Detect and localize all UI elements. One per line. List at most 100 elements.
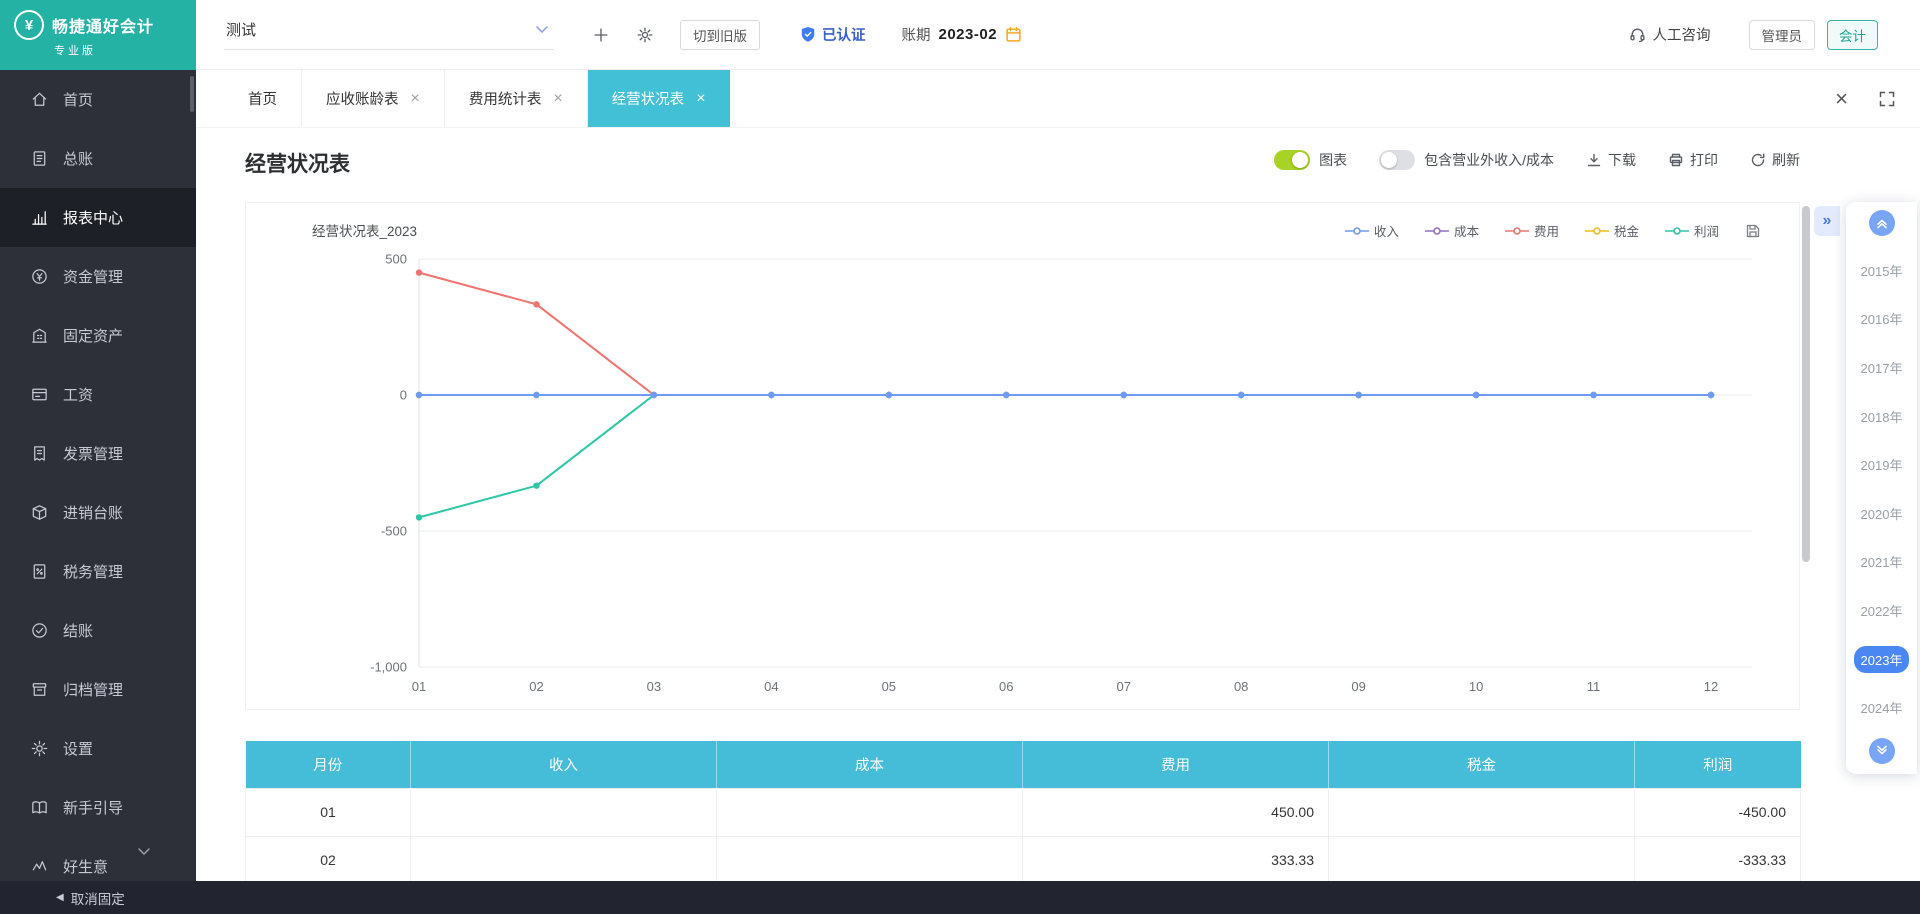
sidebar-item-report-center[interactable]: 报表中心 — [0, 188, 196, 247]
nonop-toggle-label: 包含营业外收入/成本 — [1424, 152, 1554, 168]
print-button[interactable]: 打印 — [1668, 150, 1718, 170]
add-account-set-icon[interactable] — [592, 26, 610, 44]
close-tabs-icon[interactable]: × — [1835, 85, 1848, 111]
collapse-icon: ◀ — [56, 892, 64, 903]
years-scroll-down-button[interactable] — [1868, 737, 1895, 764]
sidebar: ¥ 畅捷通好会计 专业版 首页 总账 报表中心 资金管理 固定资产 工资 发票管理 进销台账税… — [0, 0, 196, 914]
admin-button[interactable]: 管理员 — [1748, 19, 1815, 50]
year-item[interactable]: 2018年 — [1854, 392, 1910, 441]
year-item[interactable]: 2016年 — [1854, 295, 1910, 344]
tab-close-icon[interactable]: × — [696, 89, 706, 107]
chart-point-income — [1707, 391, 1715, 399]
tab-close-icon[interactable]: × — [553, 89, 563, 107]
year-selector-panel: 2015年 2016年 2017年 2018年 2019年 2020年 2021年 2022年… — [1846, 202, 1917, 774]
sidebar-item-fixed-assets[interactable]: 固定资产 — [0, 306, 196, 365]
unpin-button[interactable]: 取消固定 — [70, 891, 125, 907]
chart-point-income — [1590, 391, 1597, 399]
chart-point-profit — [415, 514, 423, 521]
table-cell: 333.33 — [1022, 835, 1329, 885]
switch-old-version-button[interactable]: 切到旧版 — [680, 19, 760, 50]
table-header-cell: 月份 — [245, 741, 411, 788]
closing-icon — [32, 623, 47, 638]
tab-close-icon[interactable]: × — [410, 89, 420, 107]
tab-operating-status[interactable]: 经营状况表 × — [587, 70, 730, 127]
sidebar-item-settings[interactable]: 设置 — [0, 719, 196, 778]
sidebar-item-label: 工资 — [63, 387, 94, 404]
year-label: 2015年 — [1860, 263, 1903, 279]
sidebar-item-label: 固定资产 — [63, 328, 124, 345]
report-table: 月份 收入 成本 费用 税金 利润 01 450.00 -450.00 02 333.33 -333… — [245, 741, 1801, 885]
accountant-role-button[interactable]: 会计 — [1827, 19, 1878, 50]
table-row: 02 333.33 -333.33 — [245, 835, 1801, 885]
save-chart-icon[interactable] — [1745, 223, 1761, 239]
sidebar-item-home[interactable]: 首页 — [0, 70, 196, 129]
chart-point-income — [415, 391, 423, 399]
sidebar-item-invoice[interactable]: 发票管理 — [0, 424, 196, 483]
sidebar-item-label: 归档管理 — [63, 682, 124, 699]
promo-icon — [32, 861, 47, 871]
account-select[interactable]: 测试 — [224, 19, 554, 50]
year-label: 2019年 — [1860, 458, 1903, 474]
sidebar-item-label: 资金管理 — [63, 269, 124, 286]
years-panel-expand-button[interactable]: » — [1814, 206, 1840, 236]
legend-marker-icon — [1424, 226, 1449, 235]
sidebar-item-label: 发票管理 — [63, 446, 124, 463]
sidebar-item-closing[interactable]: 结账 — [0, 601, 196, 660]
x-axis-tick-label: 07 — [1116, 679, 1130, 694]
tab-expense-statistics[interactable]: 费用统计表 × — [445, 70, 588, 127]
download-button[interactable]: 下载 — [1586, 150, 1636, 170]
refresh-button[interactable]: 刷新 — [1750, 150, 1800, 170]
home-icon — [32, 92, 47, 106]
period-value[interactable]: 2023-02 — [938, 26, 998, 43]
sidebar-item-funds[interactable]: 资金管理 — [0, 247, 196, 306]
headset-icon — [1629, 28, 1645, 43]
chart-toggle[interactable] — [1274, 150, 1311, 170]
year-item[interactable]: 2015年 — [1854, 246, 1910, 295]
sidebar-item-label: 税务管理 — [63, 564, 124, 581]
tab-home[interactable]: 首页 — [224, 70, 302, 127]
year-label: 2020年 — [1860, 506, 1903, 522]
year-item[interactable]: 2020年 — [1854, 489, 1910, 538]
chart-point-profit — [533, 482, 540, 489]
sidebar-scrollbar[interactable] — [190, 76, 194, 112]
gear-icon[interactable] — [636, 26, 654, 44]
refresh-icon — [1751, 153, 1765, 167]
sidebar-more-chevron-icon[interactable] — [138, 848, 150, 856]
legend-item-tax[interactable]: 税金 — [1584, 221, 1639, 240]
nonop-toggle[interactable] — [1379, 150, 1416, 170]
sidebar-item-tax[interactable]: 税务管理 — [0, 542, 196, 601]
legend-item-cost[interactable]: 成本 — [1424, 221, 1479, 240]
nonop-toggle-control: 包含营业外收入/成本 — [1379, 150, 1554, 170]
sidebar-item-promo[interactable]: 好生意 — [0, 837, 196, 896]
chart-title: 经营状况表_2023 — [312, 224, 418, 239]
fullscreen-icon[interactable] — [1878, 90, 1896, 108]
year-item[interactable]: 2017年 — [1854, 343, 1910, 392]
year-item[interactable]: 2019年 — [1854, 440, 1910, 489]
sidebar-item-salary[interactable]: 工资 — [0, 365, 196, 424]
sidebar-menu: 首页 总账 报表中心资金管理固定资产工资发票管理进销台账税务管理结账归档管理设置 新手… — [0, 70, 196, 896]
sidebar-item-inventory-ledger[interactable]: 进销台账 — [0, 483, 196, 542]
legend-item-expense[interactable]: 费用 — [1504, 221, 1559, 240]
years-scroll-up-button[interactable] — [1868, 210, 1895, 236]
legend-item-profit[interactable]: 利润 — [1664, 221, 1719, 240]
consult-label: 人工咨询 — [1652, 28, 1711, 44]
sidebar-item-general-ledger[interactable]: 总账 — [0, 129, 196, 188]
sidebar-item-guide[interactable]: 新手引导 — [0, 778, 196, 837]
year-item[interactable]: 2023年 — [1853, 635, 1910, 684]
report-icon — [32, 211, 47, 225]
chart-point-income — [533, 391, 540, 399]
year-item[interactable]: 2021年 — [1854, 538, 1910, 587]
sidebar-item-archive[interactable]: 归档管理 — [0, 660, 196, 719]
legend-item-income[interactable]: 收入 — [1344, 221, 1399, 240]
calendar-icon[interactable] — [1005, 26, 1022, 43]
x-axis-tick-label: 01 — [412, 679, 426, 694]
year-item[interactable]: 2022年 — [1854, 586, 1910, 635]
bottom-bar: ◀ 取消固定 — [0, 881, 1920, 914]
year-item[interactable]: 2024年 — [1854, 683, 1910, 732]
chart-canvas: 500 0 -500 -1,000 01 02 03 04 05 06 07 08 09 10 11 12 — [370, 252, 1752, 694]
consult-button[interactable]: 人工咨询 — [1629, 24, 1711, 45]
chart-point-income — [1120, 391, 1127, 399]
tab-receivable-aging[interactable]: 应收账龄表 × — [302, 70, 445, 127]
page-scrollbar[interactable] — [1802, 206, 1810, 562]
